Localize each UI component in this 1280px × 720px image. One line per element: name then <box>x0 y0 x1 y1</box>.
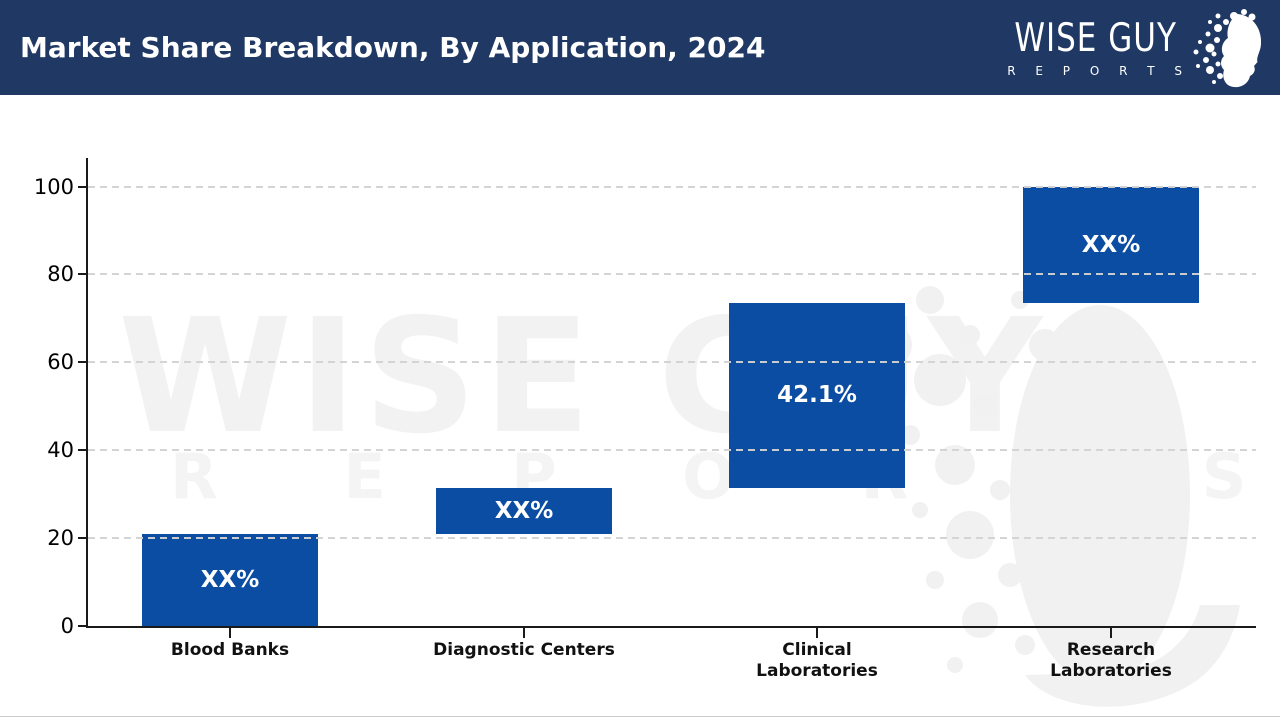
gridline-60 <box>88 361 1256 364</box>
y-tick-label-0: 0 <box>60 614 74 638</box>
logo-text: WISE GUY R E P O R T S <box>1001 16 1190 78</box>
bar-value-label: XX% <box>1081 231 1141 258</box>
bar-research-laboratories: XX% <box>1023 186 1199 303</box>
y-tick-label-80: 80 <box>47 262 74 287</box>
header-bar: Market Share Breakdown, By Application, … <box>0 0 1280 95</box>
bar-value-label: 42.1% <box>777 382 857 409</box>
x-tick-label-0: Blood Banks <box>170 640 290 660</box>
bar-clinical-laboratories: 42.1% <box>729 302 905 488</box>
y-tick-0 <box>78 625 86 627</box>
y-axis-line <box>86 158 88 628</box>
bar-value-label: XX% <box>494 497 554 524</box>
y-tick-60 <box>78 361 86 364</box>
bar-diagnostic-centers: XX% <box>436 487 612 534</box>
bar-blood-banks: XX% <box>142 533 318 626</box>
x-tick-label-3: Research Laboratories <box>1050 640 1172 681</box>
gridline-40 <box>88 449 1256 452</box>
y-tick-label-20: 20 <box>47 526 74 551</box>
logo-name: WISE GUY <box>1014 16 1177 61</box>
y-tick-100 <box>78 185 86 188</box>
x-axis-line <box>86 626 1256 628</box>
gridline-80 <box>88 273 1256 276</box>
y-tick-label-40: 40 <box>47 438 74 463</box>
y-tick-20 <box>78 537 86 540</box>
y-tick-80 <box>78 273 86 276</box>
wiseguy-logo: WISE GUY R E P O R T S <box>1007 6 1262 90</box>
bottom-divider <box>0 716 1280 717</box>
gridline-100 <box>88 185 1256 188</box>
x-tick-label-2: Clinical Laboratories <box>756 640 878 681</box>
x-tick-label-1: Diagnostic Centers <box>433 640 615 660</box>
y-tick-40 <box>78 449 86 452</box>
chart-area: WISE GUY R E P O R T S 0 20 40 60 80 100 XX% XX… <box>0 95 1280 716</box>
x-tick-2 <box>816 628 818 638</box>
logo-face-icon <box>1193 9 1262 88</box>
y-tick-label-60: 60 <box>47 350 74 375</box>
y-tick-label-100: 100 <box>33 174 74 199</box>
bar-value-label: XX% <box>200 566 260 593</box>
x-tick-3 <box>1110 628 1112 638</box>
chart-title: Market Share Breakdown, By Application, … <box>20 31 766 64</box>
logo-subtitle: R E P O R T S <box>1007 64 1190 78</box>
watermark-line1: WISE GUY <box>118 285 1049 469</box>
x-tick-0 <box>229 628 231 638</box>
x-tick-1 <box>523 628 525 638</box>
gridline-20 <box>88 537 1256 540</box>
